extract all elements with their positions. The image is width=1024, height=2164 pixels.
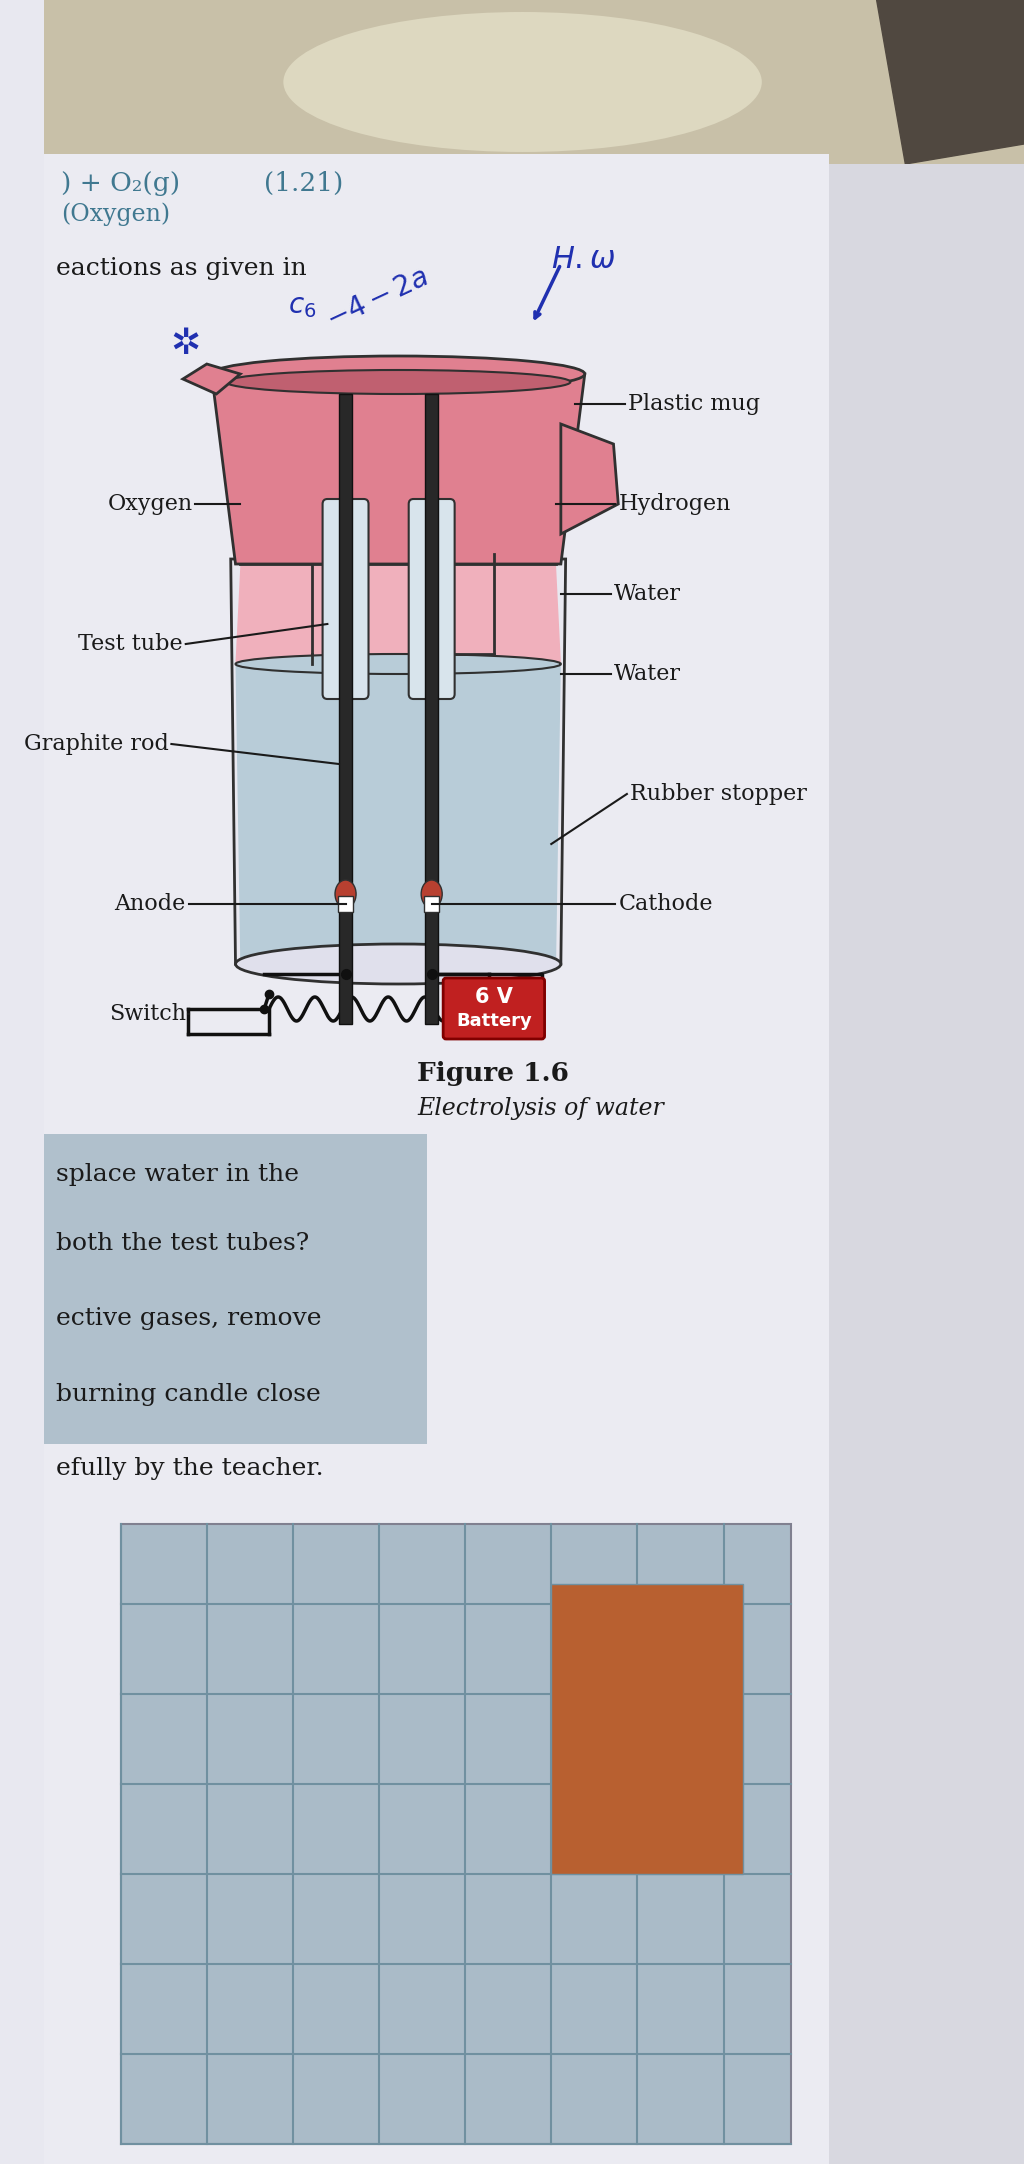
Text: 6 V: 6 V xyxy=(475,987,513,1006)
Text: Switch: Switch xyxy=(109,1002,185,1026)
Polygon shape xyxy=(236,664,561,963)
Text: Graphite rod: Graphite rod xyxy=(24,734,169,755)
Polygon shape xyxy=(183,364,241,394)
Text: (Oxygen): (Oxygen) xyxy=(61,201,170,225)
FancyBboxPatch shape xyxy=(44,1134,427,1443)
Text: Water: Water xyxy=(613,662,681,686)
Text: ✲: ✲ xyxy=(171,327,201,361)
FancyBboxPatch shape xyxy=(323,500,369,699)
Ellipse shape xyxy=(284,13,762,151)
Ellipse shape xyxy=(335,881,356,909)
Bar xyxy=(339,394,352,1024)
FancyBboxPatch shape xyxy=(828,164,1024,2164)
Text: $c_6$: $c_6$ xyxy=(288,292,316,320)
Text: Cathode: Cathode xyxy=(618,894,713,915)
Polygon shape xyxy=(212,374,585,565)
Ellipse shape xyxy=(226,370,570,394)
Text: Oxygen: Oxygen xyxy=(108,493,193,515)
Ellipse shape xyxy=(212,357,585,392)
FancyBboxPatch shape xyxy=(44,154,828,2164)
Text: eactions as given in: eactions as given in xyxy=(55,258,306,281)
Text: Figure 1.6: Figure 1.6 xyxy=(418,1063,569,1086)
Text: Water: Water xyxy=(613,582,681,606)
Text: Electrolysis of water: Electrolysis of water xyxy=(418,1097,665,1121)
Text: Plastic mug: Plastic mug xyxy=(628,394,760,415)
Text: ) + O₂(g)          (1.21): ) + O₂(g) (1.21) xyxy=(61,171,344,197)
FancyBboxPatch shape xyxy=(443,978,545,1039)
Text: $H.\omega$: $H.\omega$ xyxy=(551,245,616,273)
Text: burning candle close: burning candle close xyxy=(55,1383,321,1404)
FancyBboxPatch shape xyxy=(409,500,455,699)
FancyBboxPatch shape xyxy=(44,0,1024,164)
Ellipse shape xyxy=(236,654,561,673)
Polygon shape xyxy=(236,567,561,662)
Text: Rubber stopper: Rubber stopper xyxy=(630,783,807,805)
Polygon shape xyxy=(877,0,1024,164)
Text: Anode: Anode xyxy=(115,894,185,915)
Text: Battery: Battery xyxy=(456,1013,531,1030)
Ellipse shape xyxy=(236,944,561,985)
Text: $-4-2a$: $-4-2a$ xyxy=(322,264,433,335)
Bar xyxy=(425,394,438,1024)
Text: Hydrogen: Hydrogen xyxy=(618,493,731,515)
Text: Test tube: Test tube xyxy=(78,634,183,656)
Bar xyxy=(424,896,439,911)
Text: both the test tubes?: both the test tubes? xyxy=(55,1233,309,1255)
Ellipse shape xyxy=(421,881,442,909)
FancyBboxPatch shape xyxy=(121,1523,791,2145)
Text: ective gases, remove: ective gases, remove xyxy=(55,1307,322,1331)
Polygon shape xyxy=(561,424,618,535)
FancyBboxPatch shape xyxy=(551,1584,742,1874)
Text: efully by the teacher.: efully by the teacher. xyxy=(55,1459,324,1480)
Bar xyxy=(338,896,353,911)
Text: splace water in the: splace water in the xyxy=(55,1162,299,1186)
Polygon shape xyxy=(230,558,565,963)
